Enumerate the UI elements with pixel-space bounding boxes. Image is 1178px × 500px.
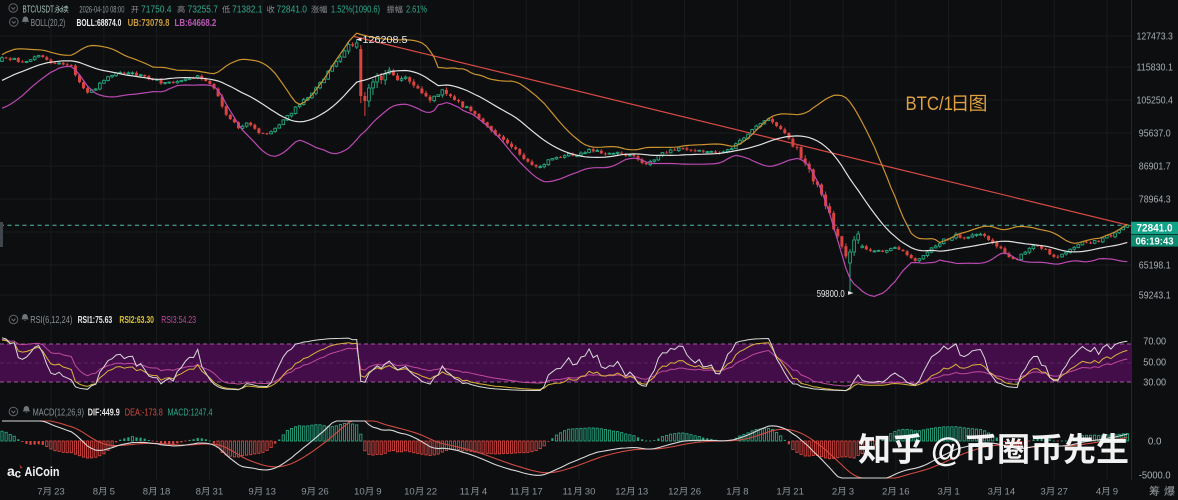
svg-text:11: 11 bbox=[460, 487, 470, 498]
svg-text:27: 27 bbox=[1057, 487, 1068, 498]
svg-text:8: 8 bbox=[196, 487, 201, 498]
svg-text:UB:73079.8: UB:73079.8 bbox=[128, 18, 170, 29]
svg-text:4: 4 bbox=[1096, 487, 1102, 498]
svg-text:9: 9 bbox=[376, 487, 381, 498]
svg-text:115830.1: 115830.1 bbox=[1137, 63, 1174, 74]
svg-text:RSI3:54.23: RSI3:54.23 bbox=[161, 315, 196, 326]
svg-text:-5000.0: -5000.0 bbox=[1139, 470, 1171, 481]
svg-text:65198.1: 65198.1 bbox=[1139, 261, 1171, 272]
svg-text:71750.4: 71750.4 bbox=[141, 4, 172, 15]
svg-text:12: 12 bbox=[668, 487, 679, 498]
svg-text:2026-04-10 08:00: 2026-04-10 08:00 bbox=[79, 4, 124, 14]
svg-text:AiCoin: AiCoin bbox=[25, 464, 60, 479]
svg-text:RSI(6,12,24): RSI(6,12,24) bbox=[30, 315, 72, 326]
svg-text:71382.1: 71382.1 bbox=[232, 4, 263, 15]
svg-text:12: 12 bbox=[615, 487, 626, 498]
svg-text:c: c bbox=[15, 469, 22, 481]
svg-text:1.52%(1090.6): 1.52%(1090.6) bbox=[331, 4, 380, 15]
svg-text:73255.7: 73255.7 bbox=[188, 4, 219, 15]
svg-text:9: 9 bbox=[1113, 487, 1118, 498]
svg-text:11: 11 bbox=[563, 487, 573, 498]
svg-text:11: 11 bbox=[510, 487, 520, 498]
svg-text:17: 17 bbox=[532, 487, 543, 498]
svg-text:7: 7 bbox=[37, 487, 42, 498]
svg-text:3: 3 bbox=[988, 487, 993, 498]
svg-text:8: 8 bbox=[143, 487, 148, 498]
svg-text:2: 2 bbox=[882, 487, 887, 498]
svg-text:1: 1 bbox=[954, 487, 959, 498]
svg-text:BTC/USDT: BTC/USDT bbox=[23, 4, 54, 15]
svg-text:MACD:1247.4: MACD:1247.4 bbox=[168, 408, 213, 419]
svg-text:LB:64668.2: LB:64668.2 bbox=[175, 18, 217, 29]
svg-text:9: 9 bbox=[301, 487, 306, 498]
svg-text:30.00: 30.00 bbox=[1143, 378, 1166, 389]
svg-text:16: 16 bbox=[899, 487, 910, 498]
svg-text:@: @ bbox=[931, 431, 963, 468]
svg-text:4: 4 bbox=[482, 487, 488, 498]
svg-text:70.00: 70.00 bbox=[1143, 337, 1166, 348]
svg-text:78964.3: 78964.3 bbox=[1139, 195, 1171, 206]
svg-text:RSI1:75.63: RSI1:75.63 bbox=[78, 315, 113, 326]
svg-text:72841.0: 72841.0 bbox=[1137, 223, 1173, 235]
svg-text:5: 5 bbox=[110, 487, 115, 498]
svg-text:86901.7: 86901.7 bbox=[1139, 162, 1171, 173]
svg-text:127473.3: 127473.3 bbox=[1137, 32, 1174, 43]
svg-text:3: 3 bbox=[849, 487, 854, 498]
svg-text:RSI2:63.30: RSI2:63.30 bbox=[119, 315, 154, 326]
svg-text:BOLL:68874.0: BOLL:68874.0 bbox=[77, 18, 122, 29]
svg-text:14: 14 bbox=[1005, 487, 1016, 498]
svg-text:30: 30 bbox=[585, 487, 596, 498]
svg-text:126208.5: 126208.5 bbox=[363, 34, 408, 46]
svg-text:1: 1 bbox=[776, 487, 781, 498]
svg-text:59243.1: 59243.1 bbox=[1139, 291, 1171, 302]
svg-text:105250.4: 105250.4 bbox=[1137, 96, 1174, 107]
svg-text:26: 26 bbox=[318, 487, 329, 498]
svg-text:3: 3 bbox=[1040, 487, 1045, 498]
svg-text:0.0: 0.0 bbox=[1148, 437, 1162, 448]
svg-text:95637.0: 95637.0 bbox=[1139, 129, 1171, 140]
svg-text:MACD(12,26,9): MACD(12,26,9) bbox=[33, 408, 84, 419]
svg-text:DIF:449.9: DIF:449.9 bbox=[88, 408, 120, 419]
svg-text:BTC/1: BTC/1 bbox=[906, 94, 954, 115]
svg-text:10: 10 bbox=[404, 487, 415, 498]
svg-text:31: 31 bbox=[213, 487, 224, 498]
svg-text:3: 3 bbox=[938, 487, 943, 498]
svg-text:1: 1 bbox=[726, 487, 731, 498]
svg-text:50.00: 50.00 bbox=[1143, 358, 1166, 369]
svg-text:18: 18 bbox=[160, 487, 171, 498]
svg-text:13: 13 bbox=[265, 487, 276, 498]
svg-text:DEA:-173.8: DEA:-173.8 bbox=[125, 408, 163, 419]
svg-text:26: 26 bbox=[690, 487, 701, 498]
svg-text:13: 13 bbox=[638, 487, 649, 498]
svg-text:10: 10 bbox=[354, 487, 365, 498]
svg-text:21: 21 bbox=[793, 487, 804, 498]
svg-text:22: 22 bbox=[426, 487, 437, 498]
svg-text:8: 8 bbox=[93, 487, 98, 498]
svg-text:2: 2 bbox=[832, 487, 837, 498]
svg-text:23: 23 bbox=[54, 487, 65, 498]
svg-text:2.61%: 2.61% bbox=[406, 4, 427, 15]
svg-text:BOLL(20,2): BOLL(20,2) bbox=[31, 18, 66, 29]
svg-text:06:19:43: 06:19:43 bbox=[1136, 235, 1174, 247]
svg-text:9: 9 bbox=[248, 487, 253, 498]
svg-text:8: 8 bbox=[743, 487, 748, 498]
svg-text:59800.0: 59800.0 bbox=[817, 288, 845, 300]
svg-text:72841.0: 72841.0 bbox=[277, 4, 308, 15]
svg-text:a: a bbox=[7, 463, 15, 479]
